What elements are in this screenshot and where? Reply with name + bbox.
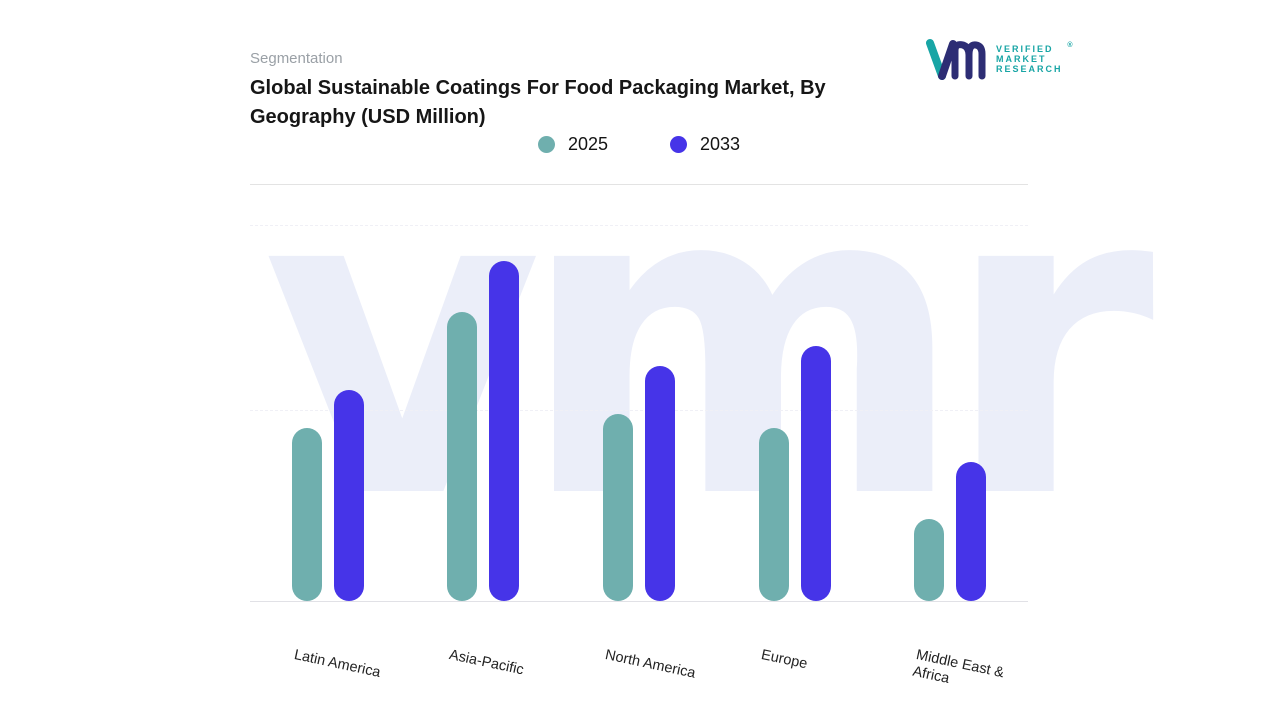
bar-2033 (489, 261, 520, 601)
logo-word-verified: VERIFIED (996, 44, 1054, 54)
plot-area: Latin America Asia-Pacific North America Eu… (250, 225, 1028, 687)
vmr-logo: VERIFIED MARKET RESEARCH ® (926, 36, 1073, 82)
vmr-logo-mark (926, 39, 986, 80)
bar-group: Latin America (250, 225, 406, 681)
category-label: North America (603, 647, 697, 682)
bar-pair (758, 346, 831, 601)
bar-2033 (333, 390, 364, 601)
vmr-watermark: vmr (262, 93, 1154, 593)
bar-2025 (758, 428, 789, 601)
legend-label-2025: 2025 (567, 134, 608, 154)
bar-2033 (644, 366, 675, 601)
bar-2025 (447, 312, 478, 601)
page-title-line1: Global Sustainable Coatings For Food Pac… (250, 77, 826, 99)
gridline (250, 225, 1028, 226)
bar-pair (447, 261, 520, 601)
header-divider (250, 184, 1028, 185)
bar-2025 (291, 428, 322, 601)
bars-root: Latin America Asia-Pacific North America Eu… (250, 225, 1028, 687)
page-title: Global Sustainable Coatings For Food Pac… (250, 74, 890, 132)
legend-label-2033: 2033 (700, 134, 741, 154)
bar-group: Europe (717, 225, 873, 672)
gridline (250, 410, 1028, 411)
bar-group: Middle East & Africa (872, 225, 1028, 687)
legend-swatch-2025 (537, 136, 555, 153)
category-label: Latin America (292, 647, 382, 681)
bar-2025 (914, 519, 945, 601)
category-label: Middle East & Africa (911, 647, 1006, 687)
bar-2033 (956, 462, 987, 601)
bar-2025 (602, 414, 633, 601)
page-title-line2: Geography (USD Million) (250, 106, 486, 128)
bar-pair (602, 366, 675, 601)
category-label: Asia-Pacific (448, 647, 526, 679)
registered-trademark-symbol: ® (1067, 42, 1073, 49)
vmr-logo-text: VERIFIED MARKET RESEARCH ® (996, 42, 1073, 74)
chart-legend: 2025 2033 (250, 134, 1028, 155)
category-label: Europe (759, 647, 809, 673)
bar-group: Asia-Pacific (406, 225, 562, 678)
bar-pair (291, 390, 364, 601)
legend-item-2033: 2033 (670, 134, 740, 155)
bar-pair (914, 462, 987, 601)
segmentation-label: Segmentation (250, 50, 343, 67)
legend-swatch-2033 (670, 136, 687, 153)
bar-group: North America (561, 225, 717, 682)
bar-2033 (800, 346, 831, 601)
logo-word-research: RESEARCH (996, 64, 1063, 74)
legend-item-2025: 2025 (537, 134, 608, 155)
logo-word-market: MARKET (996, 54, 1047, 64)
